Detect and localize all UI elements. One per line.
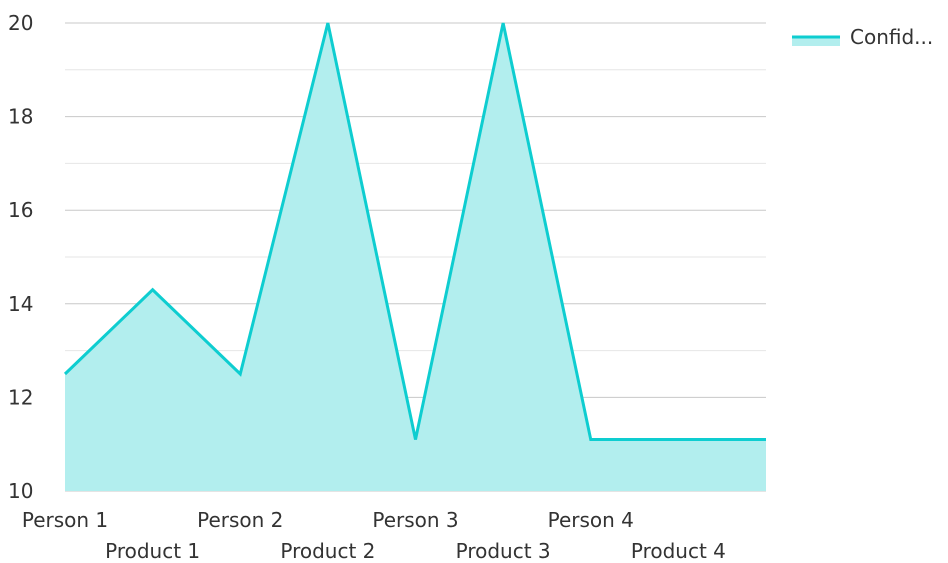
series-line	[63, 22, 766, 442]
y-tick-label: 14	[8, 292, 33, 316]
x-tick-label: Product 2	[280, 539, 375, 563]
x-tick-label: Person 4	[548, 508, 634, 532]
legend-swatch-fill	[792, 36, 840, 46]
y-tick-label: 16	[8, 198, 33, 222]
y-tick-label: 18	[8, 105, 33, 129]
legend: Confid...	[792, 25, 933, 49]
y-tick-label: 10	[8, 479, 33, 503]
x-axis-ticks: Person 1 Product 1 Person 2 Product 2 Person…	[22, 508, 726, 563]
legend-label: Confid...	[850, 25, 933, 49]
x-tick-label: Product 3	[456, 539, 551, 563]
y-tick-label: 20	[8, 11, 33, 35]
y-axis-ticks: 10 12 14 16 18 20	[8, 11, 33, 503]
x-tick-label: Product 1	[105, 539, 200, 563]
x-tick-label: Person 2	[197, 508, 283, 532]
x-tick-label: Product 4	[631, 539, 726, 563]
y-tick-label: 12	[8, 385, 33, 409]
x-tick-label: Person 1	[22, 508, 108, 532]
x-tick-label: Person 3	[372, 508, 458, 532]
